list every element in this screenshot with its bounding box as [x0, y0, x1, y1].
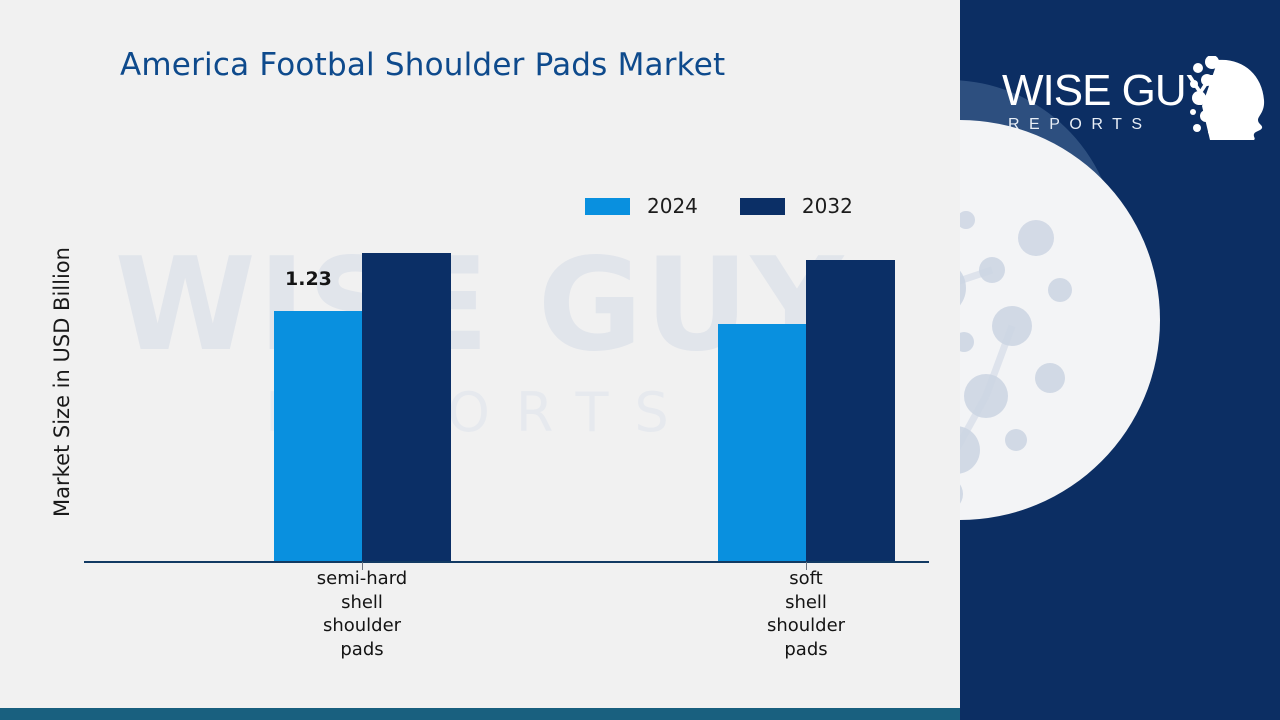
- legend-label-2024: 2024: [647, 194, 698, 218]
- legend-item-2032[interactable]: 2032: [739, 194, 853, 218]
- x-axis-label-semi-hard: semi-hard shell shoulder pads: [316, 568, 408, 660]
- brand-logo-name: WISE GUY: [1002, 66, 1215, 115]
- x-axis-tick-1: [362, 562, 363, 570]
- legend-swatch-2032: [739, 197, 785, 215]
- bar-soft-2024[interactable]: [718, 324, 806, 561]
- logo-head-dots-icon: [1190, 56, 1265, 140]
- brand-panel: WISE GUY REPORTS: [960, 0, 1280, 720]
- legend-item-2024[interactable]: 2024: [585, 194, 698, 218]
- legend-label-2032: 2032: [801, 194, 853, 218]
- x-axis-line: [84, 561, 929, 563]
- plot-area: 1.23 semi-hard shell shoulder pads soft shel…: [84, 253, 929, 660]
- bar-soft-2032[interactable]: [806, 260, 895, 561]
- brand-logo-tagline: REPORTS: [1008, 116, 1152, 133]
- x-axis-label-soft: soft shell shoulder pads: [766, 568, 846, 660]
- brand-logo[interactable]: WISE GUY REPORTS: [980, 30, 1265, 140]
- footer-accent-bar-right: [960, 708, 1280, 720]
- chart-legend: 2024 2032: [585, 194, 853, 218]
- legend-swatch-2024: [585, 197, 630, 215]
- bar-value-label-semi-hard-2024: 1.23: [285, 268, 332, 290]
- chart-panel: WISE GUY REPORTS America Footbal Shoulde…: [50, 47, 929, 660]
- molecule-dots-pattern-icon: [960, 211, 1072, 504]
- page-title: America Footbal Shoulder Pads Market: [120, 47, 726, 83]
- x-axis-tick-2: [806, 562, 807, 570]
- bar-semi-hard-2024[interactable]: [274, 311, 362, 561]
- bar-semi-hard-2032[interactable]: [362, 253, 451, 561]
- footer-accent-bar: [0, 708, 960, 720]
